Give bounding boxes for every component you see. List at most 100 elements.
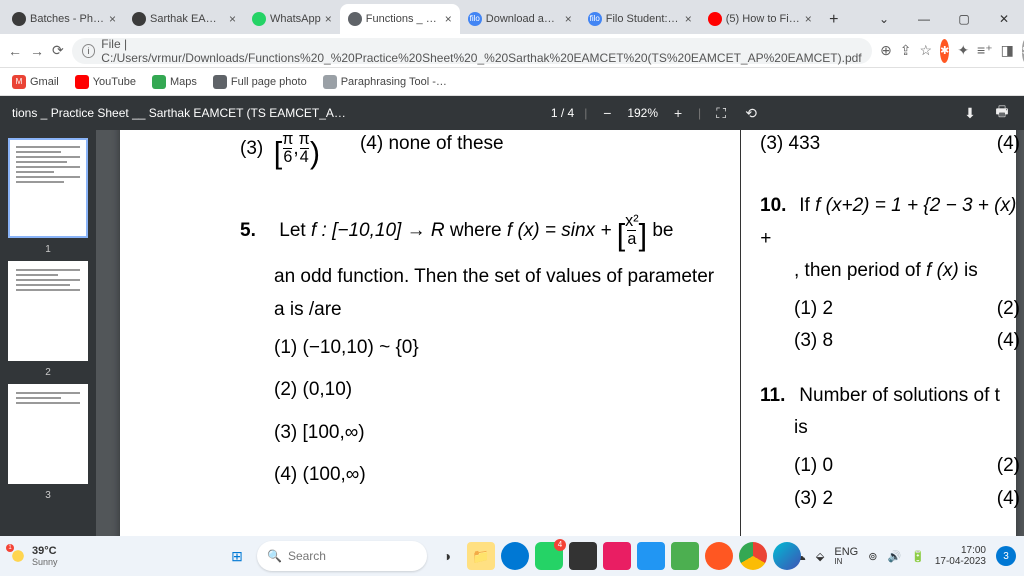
youtube-icon — [75, 75, 89, 89]
reading-list-icon[interactable]: ≡⁺ — [977, 39, 993, 63]
tab-5[interactable]: filoFilo Student: World's× — [580, 4, 700, 34]
tab-0[interactable]: Batches - Physics Wa× — [4, 4, 124, 34]
start-button[interactable]: ⊞ — [223, 542, 251, 570]
taskbar-search[interactable]: 🔍 Search — [257, 541, 427, 571]
volume-icon[interactable]: 🔊 — [887, 550, 901, 563]
new-tab-button[interactable]: + — [820, 6, 848, 34]
close-icon[interactable]: × — [229, 12, 236, 26]
pdf-viewer: 1 2 3 (3) [π6,π4) (4) none of these — [0, 130, 1024, 536]
zoom-out-button[interactable]: − — [597, 103, 617, 123]
close-icon[interactable]: × — [565, 12, 572, 26]
frac-den: 4 — [300, 148, 309, 166]
page-icon — [213, 75, 227, 89]
close-icon[interactable]: × — [685, 12, 692, 26]
close-icon[interactable]: × — [805, 12, 812, 26]
extension-icon[interactable]: ✱ — [940, 39, 949, 63]
question-number: 5. — [240, 215, 274, 247]
close-icon[interactable]: × — [325, 12, 332, 26]
option-3: (3) 8 — [794, 325, 833, 357]
bookmark-paraphrase[interactable]: Paraphrasing Tool -… — [323, 75, 447, 89]
close-icon[interactable]: × — [109, 12, 116, 26]
thumb-label: 2 — [8, 367, 88, 378]
bookmark-gmail[interactable]: MGmail — [12, 75, 59, 89]
app-icon[interactable] — [671, 542, 699, 570]
url-field[interactable]: i File | C:/Users/vrmur/Downloads/Functi… — [72, 38, 872, 64]
zoom-in-button[interactable]: + — [668, 103, 688, 123]
right-column: (3) 433 (4) 10. If f (x+2) = 1 + {2 − 3 … — [760, 130, 1020, 515]
close-icon[interactable]: × — [445, 12, 452, 26]
maps-icon — [152, 75, 166, 89]
close-window-button[interactable]: ✕ — [984, 4, 1024, 34]
bookmark-fullpage[interactable]: Full page photo — [213, 75, 307, 89]
star-icon[interactable]: ☆ — [920, 39, 933, 63]
battery-icon[interactable]: 🔋 — [911, 550, 925, 563]
weather-widget[interactable]: 1 39°C Sunny — [8, 545, 58, 567]
notification-icon[interactable]: 3 — [996, 546, 1016, 566]
page-view[interactable]: (3) [π6,π4) (4) none of these 5. Let f :… — [96, 130, 1024, 536]
question-number: 10. — [760, 190, 794, 222]
sidepanel-icon[interactable]: ◨ — [1001, 39, 1014, 63]
option-4: (4) (100,∞) — [240, 459, 720, 491]
app-icon[interactable] — [603, 542, 631, 570]
download-button[interactable]: ⬇ — [960, 103, 980, 123]
zoom-icon[interactable]: ⊕ — [880, 39, 892, 63]
tab-6[interactable]: (5) How to Find the D × — [700, 4, 820, 34]
page-icon — [323, 75, 337, 89]
print-button[interactable]: 🖶 — [992, 103, 1012, 123]
chrome-icon[interactable] — [739, 542, 767, 570]
whatsapp-icon[interactable]: 4 — [535, 542, 563, 570]
bookmark-label: Gmail — [30, 76, 59, 88]
column-divider — [740, 130, 741, 536]
weather-desc: Sunny — [32, 557, 58, 567]
option-4: (4) — [997, 325, 1020, 357]
explorer-icon[interactable]: 📁 — [467, 542, 495, 570]
favicon-icon — [708, 12, 722, 26]
clock[interactable]: 17:00 17-04-2023 — [935, 545, 986, 567]
url-text: File | C:/Users/vrmur/Downloads/Function… — [101, 37, 862, 65]
language-indicator[interactable]: ENG — [834, 546, 858, 558]
thumbnail-1[interactable] — [8, 138, 88, 238]
option-3: (3) 433 — [760, 130, 820, 160]
opt-label: (3) — [240, 138, 263, 159]
app-icon[interactable] — [637, 542, 665, 570]
back-button[interactable]: ← — [8, 39, 22, 63]
app-icon[interactable] — [705, 542, 733, 570]
reload-button[interactable]: ⟳ — [52, 39, 64, 63]
app-icon[interactable] — [773, 542, 801, 570]
favicon-icon — [348, 12, 362, 26]
q-text: an odd function. Then the set of values … — [240, 261, 720, 293]
tab-4[interactable]: filoDownload app | Filo× — [460, 4, 580, 34]
q-text: If — [799, 195, 815, 216]
favicon-icon — [12, 12, 26, 26]
wifi-icon[interactable]: ⊚ — [868, 550, 877, 563]
tab-2[interactable]: WhatsApp× — [244, 4, 340, 34]
rotate-button[interactable]: ⟲ — [741, 103, 761, 123]
frac-num: x² — [625, 213, 638, 230]
q-text: be — [652, 220, 673, 241]
maximize-button[interactable]: ▢ — [944, 4, 984, 34]
question-number: 11. — [760, 380, 794, 412]
tab-title: (5) How to Find the D — [726, 13, 801, 25]
bookmark-youtube[interactable]: YouTube — [75, 75, 136, 89]
bookmark-maps[interactable]: Maps — [152, 75, 197, 89]
onedrive-icon[interactable]: ⬙ — [816, 550, 824, 563]
forward-button[interactable]: → — [30, 39, 44, 63]
option-2: (2) — [997, 293, 1020, 325]
thumbnail-2[interactable] — [8, 261, 88, 361]
extensions-icon[interactable]: ✦ — [957, 39, 969, 63]
tab-title: Sarthak EAMCET (TS E — [150, 13, 225, 25]
fit-page-button[interactable]: ⛶ — [711, 103, 731, 123]
edge-icon[interactable] — [501, 542, 529, 570]
minimize-button[interactable]: — — [904, 4, 944, 34]
thumbnail-3[interactable] — [8, 384, 88, 484]
chevron-down-icon[interactable]: ⌄ — [864, 4, 904, 34]
tab-3-active[interactable]: Functions _ Practice S× — [340, 4, 460, 34]
windows-taskbar: 1 39°C Sunny ⊞ 🔍 Search ◑ 📁 4 ^ ☁ ⬙ ENG — [0, 536, 1024, 576]
sun-icon: 1 — [8, 546, 28, 566]
tab-1[interactable]: Sarthak EAMCET (TS E × — [124, 4, 244, 34]
task-view-icon[interactable]: ◑ — [433, 542, 461, 570]
pdf-title: tions _ Practice Sheet __ Sarthak EAMCET… — [12, 106, 352, 120]
option-4: (4) — [997, 130, 1020, 160]
share-icon[interactable]: ⇪ — [900, 39, 912, 63]
app-icon[interactable] — [569, 542, 597, 570]
